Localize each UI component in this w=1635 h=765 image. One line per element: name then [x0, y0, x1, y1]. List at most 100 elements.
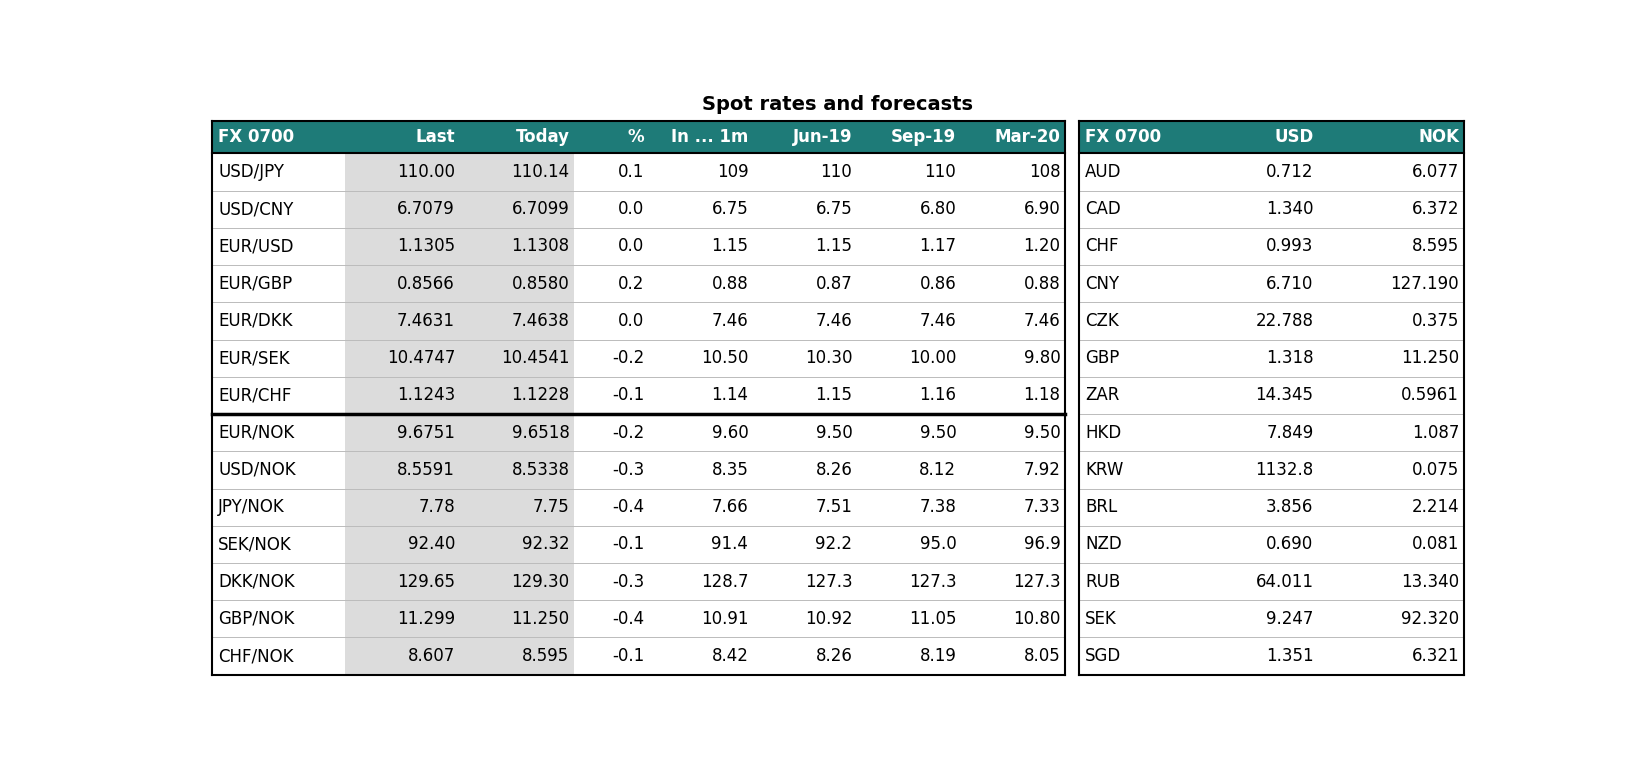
Bar	[649, 154, 754, 190]
Bar	[459, 489, 574, 526]
Text: 1.14: 1.14	[711, 386, 749, 405]
Text: 7.849: 7.849	[1265, 424, 1313, 441]
Bar	[345, 154, 459, 190]
Text: 7.46: 7.46	[816, 312, 852, 330]
Text: In ... 1m: In ... 1m	[670, 129, 749, 146]
Bar	[649, 302, 754, 340]
Bar	[345, 526, 459, 563]
Bar	[574, 563, 649, 601]
Bar	[574, 637, 649, 675]
Text: 1.340: 1.340	[1265, 200, 1313, 218]
Bar	[459, 228, 574, 265]
Text: AUD: AUD	[1086, 163, 1122, 181]
Text: EUR/CHF: EUR/CHF	[219, 386, 291, 405]
Bar	[1318, 302, 1463, 340]
Text: 6.75: 6.75	[711, 200, 749, 218]
Bar	[1079, 121, 1194, 154]
Text: EUR/GBP: EUR/GBP	[219, 275, 293, 293]
Text: 1.18: 1.18	[1024, 386, 1061, 405]
Text: 9.50: 9.50	[816, 424, 852, 441]
Bar	[1194, 637, 1318, 675]
Bar	[754, 265, 857, 302]
Bar	[459, 451, 574, 489]
Bar	[649, 489, 754, 526]
Text: 6.90: 6.90	[1024, 200, 1061, 218]
Text: -0.2: -0.2	[611, 349, 644, 367]
Text: 0.8580: 0.8580	[512, 275, 569, 293]
Text: RUB: RUB	[1086, 572, 1120, 591]
Bar	[213, 451, 345, 489]
Bar	[345, 414, 459, 451]
Text: 10.30: 10.30	[804, 349, 852, 367]
Bar	[1318, 563, 1463, 601]
Bar	[857, 302, 961, 340]
Bar	[754, 190, 857, 228]
Text: CHF/NOK: CHF/NOK	[219, 647, 294, 665]
Text: 6.7099: 6.7099	[512, 200, 569, 218]
Bar	[213, 489, 345, 526]
Text: 110.00: 110.00	[397, 163, 455, 181]
Bar	[857, 451, 961, 489]
Bar	[459, 563, 574, 601]
Bar	[1079, 190, 1194, 228]
Bar	[574, 489, 649, 526]
Text: 7.46: 7.46	[919, 312, 956, 330]
Text: 7.4631: 7.4631	[397, 312, 455, 330]
Bar	[1194, 121, 1318, 154]
Bar	[1079, 414, 1194, 451]
Bar	[345, 228, 459, 265]
Text: 7.4638: 7.4638	[512, 312, 569, 330]
Text: CNY: CNY	[1086, 275, 1120, 293]
Text: 0.86: 0.86	[919, 275, 956, 293]
Bar	[213, 302, 345, 340]
Bar	[213, 154, 345, 190]
Bar	[857, 190, 961, 228]
Text: 127.3: 127.3	[1012, 572, 1061, 591]
Bar	[574, 265, 649, 302]
Bar	[961, 265, 1064, 302]
Text: 127.3: 127.3	[909, 572, 956, 591]
Text: 1.15: 1.15	[816, 237, 852, 256]
Bar	[649, 340, 754, 377]
Bar	[857, 414, 961, 451]
Text: 1.318: 1.318	[1265, 349, 1313, 367]
Text: DKK/NOK: DKK/NOK	[219, 572, 294, 591]
Text: 10.4541: 10.4541	[500, 349, 569, 367]
Text: 1.20: 1.20	[1024, 237, 1061, 256]
Text: 9.80: 9.80	[1024, 349, 1061, 367]
Bar	[345, 190, 459, 228]
Bar	[574, 121, 649, 154]
Bar	[649, 637, 754, 675]
Bar	[1079, 451, 1194, 489]
Text: 109: 109	[716, 163, 749, 181]
Text: 8.595: 8.595	[522, 647, 569, 665]
Bar	[1318, 340, 1463, 377]
Text: CAD: CAD	[1086, 200, 1122, 218]
Bar	[754, 377, 857, 414]
Text: 6.75: 6.75	[816, 200, 852, 218]
Bar	[459, 154, 574, 190]
Text: EUR/NOK: EUR/NOK	[219, 424, 294, 441]
Text: CHF: CHF	[1086, 237, 1118, 256]
Bar	[459, 414, 574, 451]
Bar	[345, 377, 459, 414]
Text: -0.3: -0.3	[611, 572, 644, 591]
Text: 3.856: 3.856	[1265, 498, 1313, 516]
Bar	[1194, 228, 1318, 265]
Bar	[961, 377, 1064, 414]
Bar	[1318, 601, 1463, 637]
Text: 7.51: 7.51	[816, 498, 852, 516]
Bar	[649, 414, 754, 451]
Bar	[574, 340, 649, 377]
Text: 1.17: 1.17	[919, 237, 956, 256]
Text: 9.60: 9.60	[711, 424, 749, 441]
Text: 0.375: 0.375	[1411, 312, 1458, 330]
Bar	[1318, 265, 1463, 302]
Text: Sep-19: Sep-19	[891, 129, 956, 146]
Bar	[345, 637, 459, 675]
Bar	[1194, 451, 1318, 489]
Text: SEK/NOK: SEK/NOK	[219, 536, 293, 553]
Text: 6.372: 6.372	[1411, 200, 1458, 218]
Bar	[1318, 228, 1463, 265]
Bar	[754, 601, 857, 637]
